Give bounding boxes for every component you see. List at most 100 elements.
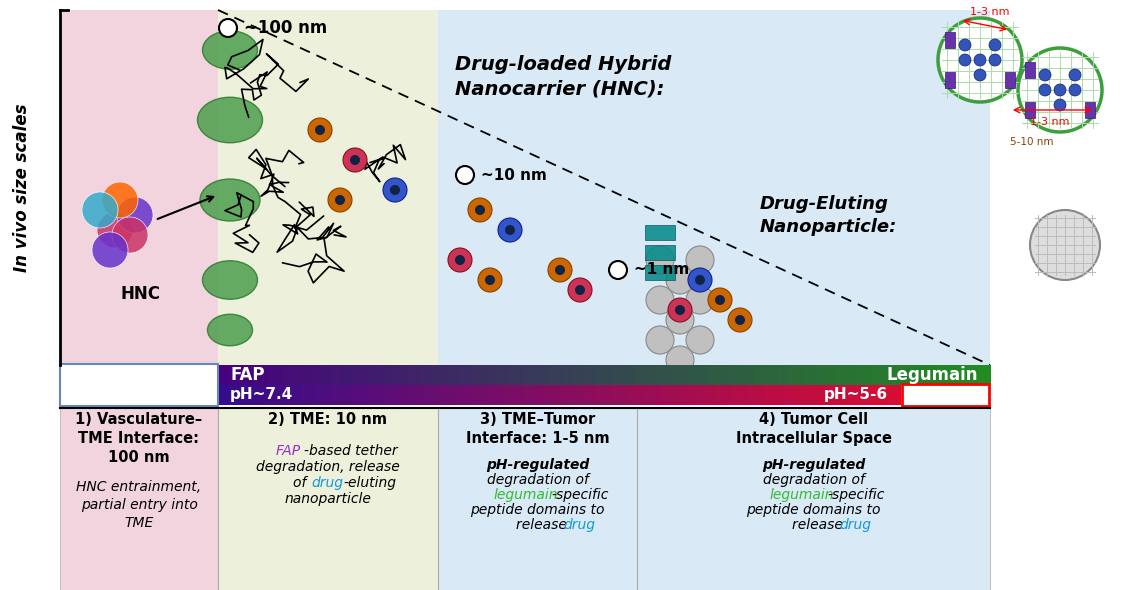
Bar <box>448 385 451 405</box>
Bar <box>527 385 531 405</box>
Bar <box>637 408 990 590</box>
Bar <box>347 365 350 385</box>
Bar <box>582 385 585 405</box>
Bar <box>452 365 456 385</box>
Bar <box>878 385 880 405</box>
Bar <box>797 365 801 385</box>
Circle shape <box>112 217 149 253</box>
Bar <box>412 385 415 405</box>
Bar <box>623 385 626 405</box>
Bar <box>627 365 631 385</box>
Bar <box>945 32 955 48</box>
Bar <box>793 385 796 405</box>
Bar <box>556 365 559 385</box>
Bar <box>329 365 332 385</box>
Bar <box>591 365 594 385</box>
Bar <box>575 385 578 405</box>
Bar <box>722 365 726 385</box>
Bar <box>619 365 623 385</box>
Bar <box>272 365 276 385</box>
Circle shape <box>716 295 725 305</box>
Bar <box>589 385 592 405</box>
Bar <box>434 385 438 405</box>
Bar <box>769 365 772 385</box>
Bar <box>396 365 399 385</box>
Circle shape <box>675 305 685 315</box>
Bar <box>741 365 744 385</box>
Bar <box>811 385 814 405</box>
Circle shape <box>455 255 465 265</box>
Bar <box>437 385 440 405</box>
Bar <box>313 385 316 405</box>
Bar <box>887 385 890 405</box>
Bar <box>967 365 971 385</box>
Bar <box>857 385 860 405</box>
Bar <box>552 365 556 385</box>
Bar <box>449 365 454 385</box>
Bar <box>393 385 396 405</box>
Bar <box>218 408 438 590</box>
Bar <box>598 385 601 405</box>
Bar <box>839 385 841 405</box>
Bar <box>542 365 545 385</box>
Bar <box>406 365 409 385</box>
Bar <box>890 365 894 385</box>
Bar <box>446 385 449 405</box>
Bar <box>455 385 458 405</box>
Bar <box>301 365 304 385</box>
Text: 4) Tumor Cell
Intracellular Space: 4) Tumor Cell Intracellular Space <box>736 412 891 446</box>
Bar <box>743 385 746 405</box>
Bar <box>226 365 229 385</box>
Bar <box>496 385 499 405</box>
Bar <box>911 365 914 385</box>
Bar <box>591 385 594 405</box>
Bar <box>319 365 322 385</box>
Bar <box>523 385 526 405</box>
Bar <box>809 385 812 405</box>
Bar <box>613 385 617 405</box>
Bar <box>594 365 598 385</box>
Bar <box>773 365 778 385</box>
Bar <box>409 385 413 405</box>
Bar <box>514 385 517 405</box>
Circle shape <box>695 275 705 285</box>
Bar <box>632 385 635 405</box>
Bar <box>650 385 653 405</box>
Bar <box>506 365 510 385</box>
Bar <box>768 385 771 405</box>
Bar <box>559 385 562 405</box>
Bar <box>695 385 699 405</box>
Bar <box>306 385 310 405</box>
Text: 1-3 nm: 1-3 nm <box>970 7 1009 17</box>
Bar <box>388 365 391 385</box>
Bar <box>874 365 878 385</box>
Bar <box>873 385 875 405</box>
Text: drug: drug <box>839 518 872 532</box>
Bar <box>425 385 429 405</box>
Bar <box>502 385 506 405</box>
Bar <box>466 385 469 405</box>
Bar <box>727 385 730 405</box>
Bar <box>370 365 373 385</box>
Bar <box>731 385 735 405</box>
Circle shape <box>646 286 674 314</box>
Bar <box>767 365 770 385</box>
Text: degradation of: degradation of <box>762 473 864 487</box>
Bar <box>457 365 460 385</box>
Bar <box>218 385 221 405</box>
Bar <box>536 385 540 405</box>
Bar <box>897 365 900 385</box>
Bar <box>751 365 754 385</box>
Bar <box>414 365 417 385</box>
Bar <box>483 365 486 385</box>
Bar <box>759 385 762 405</box>
Circle shape <box>728 308 752 332</box>
Bar <box>391 385 393 405</box>
Bar <box>980 365 983 385</box>
Bar <box>331 385 335 405</box>
Bar <box>228 365 231 385</box>
Bar <box>315 385 319 405</box>
Bar <box>702 385 705 405</box>
Ellipse shape <box>197 97 262 143</box>
Bar <box>407 385 411 405</box>
